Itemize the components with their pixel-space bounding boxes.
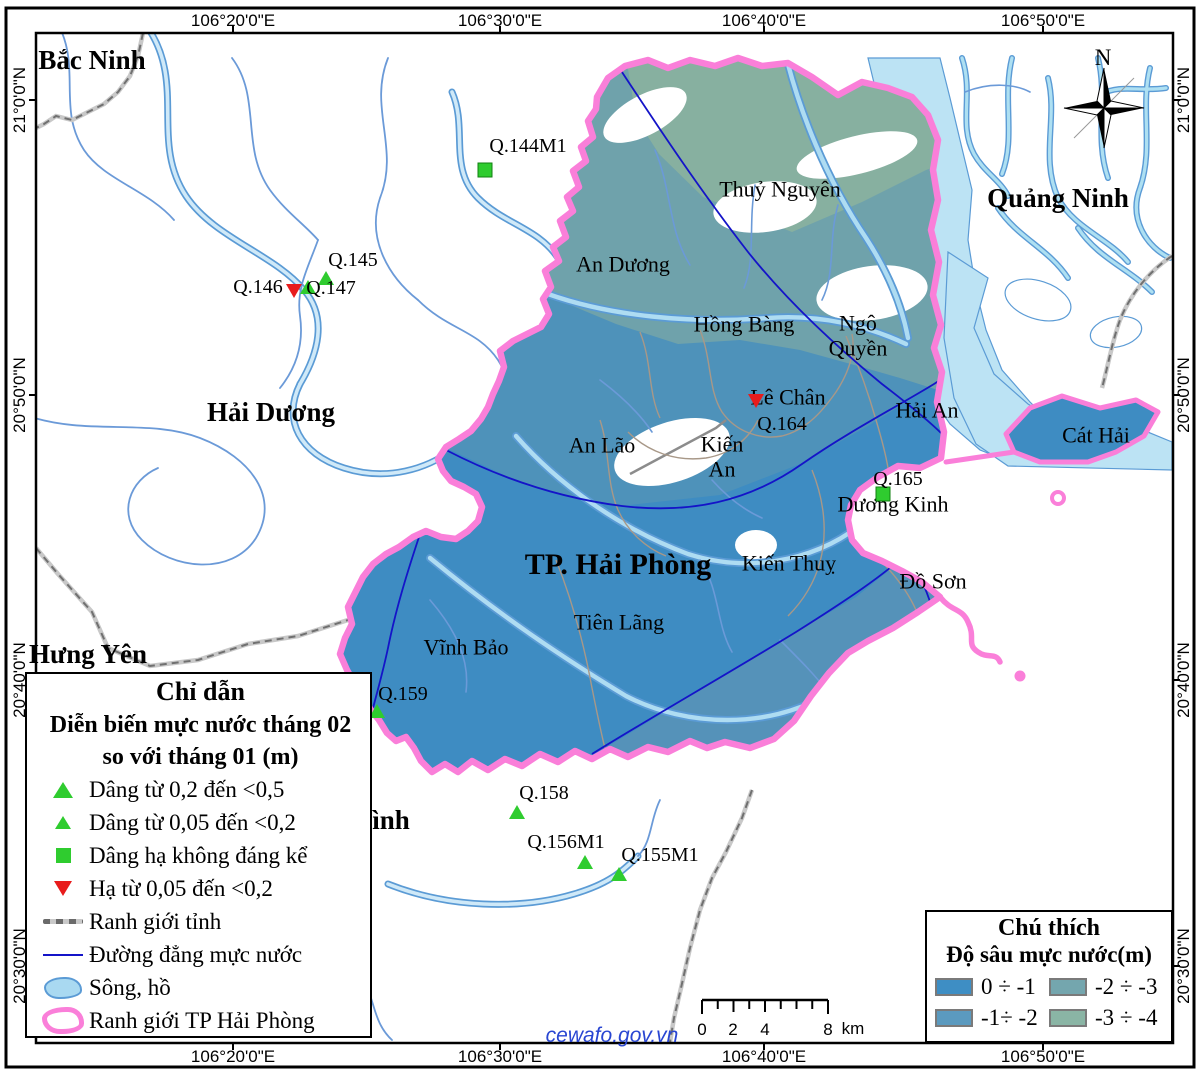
legend-item-label: Hạ từ 0,05 đến <0,2 [89, 875, 273, 901]
triangle-up-green-small-icon [55, 816, 71, 830]
depth-class-3-4: -3 ÷ -4 [1049, 1002, 1163, 1033]
legend-item-city-boundary: Ranh giới TP Hải Phòng [37, 1004, 364, 1037]
scale-label-0: 0 [697, 1020, 707, 1039]
haiphong-city-boundary [336, 54, 1161, 776]
contour-line-icon [43, 953, 83, 956]
coord-right-2: 20°50'0"N [1174, 357, 1193, 433]
do-son-tail [937, 594, 1003, 665]
depth-class-0-1: 0 ÷ -1 [935, 971, 1049, 1002]
legend-main-subtitle-1: Diễn biến mực nước tháng 02 [49, 711, 352, 738]
coord-left-1: 21°0'0"N [10, 66, 29, 134]
map-frame [4, 6, 1196, 1069]
depth-class-label: 0 ÷ -1 [981, 973, 1036, 999]
legend-item-rise-005-02: Dâng từ 0,05 đến <0,2 [37, 806, 364, 839]
legend-item-label: Ranh giới tỉnh [89, 908, 222, 934]
coord-top-4: 106°50'0"E [1000, 11, 1086, 30]
depth-class-label: -1÷ -2 [981, 1004, 1038, 1030]
station-q147-marker [300, 280, 316, 294]
coord-top-2: 106°30'0"E [457, 11, 543, 30]
depth-swatch-1-2 [935, 1008, 973, 1027]
legend-item-label: Dâng từ 0,2 đến <0,5 [89, 776, 285, 802]
depth-swatch-2-3 [1049, 977, 1087, 996]
river-lake-icon [44, 976, 82, 999]
legend-item-label: Ranh giới TP Hải Phòng [89, 1007, 315, 1033]
depth-swatch-0-1 [935, 977, 973, 996]
islet-ring [1050, 490, 1066, 506]
station-q165-marker [875, 486, 891, 502]
legend-item-label: Dâng hạ không đáng kể [89, 842, 308, 868]
coord-bottom-3: 106°40'0"E [721, 1047, 807, 1066]
coord-bottom-4: 106°50'0"E [1000, 1047, 1086, 1066]
station-q144m1-marker [477, 162, 493, 178]
legend-main-title: Chỉ dẫn [156, 677, 245, 706]
legend-item-label: Sông, hồ [89, 974, 171, 1000]
triangle-up-green-large-icon [53, 781, 73, 798]
depth-class-2-3: -2 ÷ -3 [1049, 971, 1163, 1002]
legend-depth: Chú thích Độ sâu mực nước(m) 0 ÷ -1 -1÷ … [925, 910, 1173, 1043]
legend-item-river-lake: Sông, hồ [37, 971, 364, 1004]
legend-item-rise-02-05: Dâng từ 0,2 đến <0,5 [37, 773, 364, 806]
station-q146-marker [286, 284, 302, 298]
legend-item-contour: Đường đẳng mực nước [37, 938, 364, 971]
square-green-icon [55, 848, 71, 864]
legend-item-province-boundary: Ranh giới tỉnh [37, 905, 364, 938]
coord-left-2: 20°50'0"N [10, 357, 29, 433]
coord-right-3: 20°40'0"N [1174, 642, 1193, 718]
scale-label-2: 2 [728, 1020, 738, 1039]
scale-label-4: 4 [760, 1020, 770, 1039]
province-boundary-line-icon [43, 919, 83, 925]
station-q156m1-marker [577, 855, 593, 869]
depth-class-1-2: -1÷ -2 [935, 1002, 1049, 1033]
station-q145-marker [318, 271, 334, 285]
legend-depth-title: Chú thích [997, 915, 1101, 941]
north-arrow-icon [1063, 67, 1145, 149]
station-q158-marker [509, 805, 525, 819]
coord-top-3: 106°40'0"E [721, 11, 807, 30]
depth-swatch-3-4 [1049, 1008, 1087, 1027]
watermark: cewafo.gov.vn [545, 1024, 679, 1047]
legend-depth-subtitle: Độ sâu mực nước(m) [946, 942, 1152, 967]
coord-bottom-1: 106°20'0"E [190, 1047, 276, 1066]
district-boundaries [555, 329, 917, 753]
depth-class-label: -2 ÷ -3 [1095, 973, 1158, 999]
triangle-down-red-icon [54, 881, 72, 897]
city-boundary-icon [42, 1007, 84, 1035]
coord-top-1: 106°20'0"E [190, 11, 276, 30]
coord-bottom-2: 106°30'0"E [457, 1047, 543, 1066]
quang-ninh-creeks [959, 55, 1173, 295]
legend-item-label: Dâng từ 0,05 đến <0,2 [89, 809, 296, 835]
coord-right-1: 21°0'0"N [1174, 66, 1193, 134]
scale-bar [701, 998, 829, 1014]
legend-item-label: Đường đẳng mực nước [89, 941, 303, 967]
scale-label-8: 8 [823, 1020, 833, 1039]
cat-hai-island [1003, 393, 1161, 465]
legend-main-subtitle-2: so với tháng 01 (m) [102, 743, 299, 770]
scale-unit: km [841, 1019, 865, 1038]
legend-item-fall-005-02: Hạ từ 0,05 đến <0,2 [37, 872, 364, 905]
station-q155m1-marker [611, 867, 627, 881]
coord-right-4: 20°30'0"N [1174, 928, 1193, 1004]
depth-class-label: -3 ÷ -4 [1095, 1004, 1158, 1030]
legend-item-no-change: Dâng hạ không đáng kể [37, 839, 364, 872]
legend-main: Chỉ dẫn Diễn biến mực nước tháng 02 so v… [25, 672, 372, 1038]
station-q159-marker [369, 704, 385, 718]
station-q164-marker [748, 394, 764, 408]
haiphong-depth-regions [340, 58, 944, 772]
